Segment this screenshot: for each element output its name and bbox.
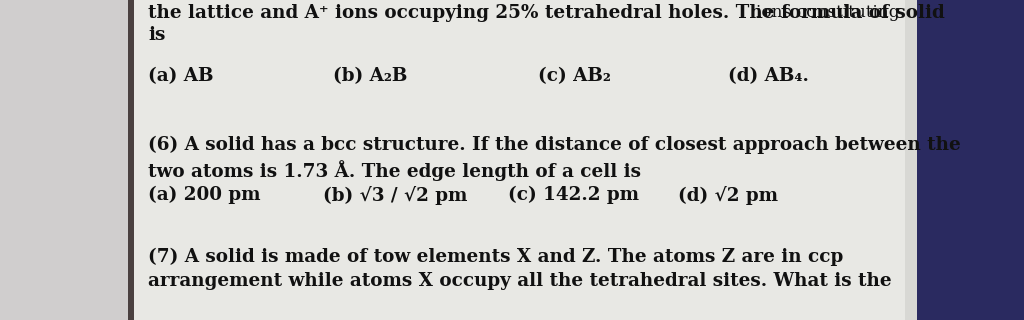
Text: (a) 200 pm: (a) 200 pm [148,186,260,204]
Text: is: is [148,26,165,44]
Text: the lattice and A⁺ ions occupying 25% tetrahedral holes. The formula of solid: the lattice and A⁺ ions occupying 25% te… [148,4,945,22]
Text: (c) AB₂: (c) AB₂ [538,67,611,85]
Text: (a) AB: (a) AB [148,67,213,85]
Bar [914,0,1024,320]
Bar [134,0,914,320]
Text: (c) 142.2 pm: (c) 142.2 pm [508,186,639,204]
Text: (6) A solid has a bcc structure. If the distance of closest approach between the: (6) A solid has a bcc structure. If the … [148,136,961,154]
Text: (7) A solid is made of tow elements X and Z. The atoms Z are in ccp: (7) A solid is made of tow elements X an… [148,248,843,266]
Text: (d) AB₄.: (d) AB₄. [728,67,809,85]
Text: arrangement while atoms X occupy all the tetrahedral sites. What is the: arrangement while atoms X occupy all the… [148,272,892,290]
Text: (d) √2 pm: (d) √2 pm [678,186,778,205]
Bar [128,0,134,320]
Text: two atoms is 1.73 Å. The edge length of a cell is: two atoms is 1.73 Å. The edge length of … [148,160,641,181]
Text: (b) A₂B: (b) A₂B [333,67,408,85]
Bar [0,0,130,320]
Text: (b) √3 / √2 pm: (b) √3 / √2 pm [323,186,467,205]
Text: ions constituting: ions constituting [757,4,900,21]
Bar [905,0,918,320]
